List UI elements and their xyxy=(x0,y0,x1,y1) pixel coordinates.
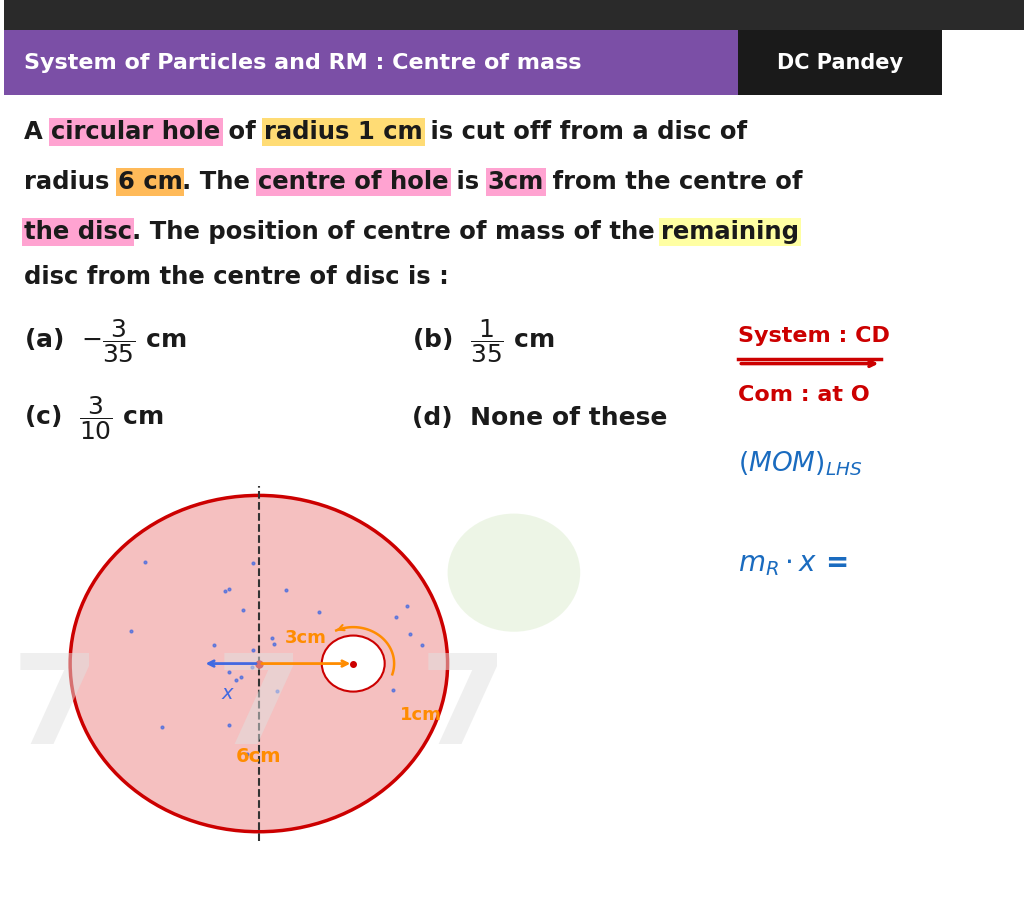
Text: $(MOM)_{LHS}$: $(MOM)_{LHS}$ xyxy=(738,449,863,478)
Text: 7: 7 xyxy=(215,648,302,770)
Text: radius: radius xyxy=(25,170,118,194)
Circle shape xyxy=(322,635,385,692)
Text: . The: . The xyxy=(182,170,259,194)
Text: the disc: the disc xyxy=(25,220,132,244)
Text: (c)  $\dfrac{3}{10}$ cm: (c) $\dfrac{3}{10}$ cm xyxy=(25,395,164,442)
Text: Com : at O: Com : at O xyxy=(738,385,870,405)
Text: (a)  $-\dfrac{3}{35}$ cm: (a) $-\dfrac{3}{35}$ cm xyxy=(25,317,187,365)
Circle shape xyxy=(447,514,581,632)
Text: centre of hole: centre of hole xyxy=(258,170,449,194)
Text: 3cm: 3cm xyxy=(487,170,544,194)
Text: from the centre of: from the centre of xyxy=(544,170,802,194)
Bar xyxy=(4,30,738,95)
Text: of: of xyxy=(220,120,264,144)
Text: 7: 7 xyxy=(11,648,98,770)
Text: $x$: $x$ xyxy=(221,684,236,703)
Text: DC Pandey: DC Pandey xyxy=(777,53,903,73)
Text: 6 cm: 6 cm xyxy=(118,170,182,194)
Text: (d)  None of these: (d) None of these xyxy=(412,406,668,430)
Text: 7: 7 xyxy=(420,648,507,770)
Text: disc from the centre of disc is :: disc from the centre of disc is : xyxy=(25,265,450,289)
Text: is: is xyxy=(449,170,487,194)
Circle shape xyxy=(70,495,447,832)
Bar xyxy=(4,0,1024,30)
Text: circular hole: circular hole xyxy=(51,120,220,144)
Text: remaining: remaining xyxy=(660,220,799,244)
Text: System : CD: System : CD xyxy=(738,326,890,346)
Text: 6cm: 6cm xyxy=(237,746,282,765)
Text: System of Particles and RM : Centre of mass: System of Particles and RM : Centre of m… xyxy=(25,53,582,73)
Text: 3cm: 3cm xyxy=(285,629,327,647)
Bar xyxy=(738,30,942,95)
Text: is cut off from a disc of: is cut off from a disc of xyxy=(422,120,748,144)
Text: A: A xyxy=(25,120,51,144)
Text: radius 1 cm: radius 1 cm xyxy=(264,120,423,144)
Text: $m_R \cdot x$ =: $m_R \cdot x$ = xyxy=(738,550,848,577)
Text: 1cm: 1cm xyxy=(400,705,442,724)
Text: (b)  $\dfrac{1}{35}$ cm: (b) $\dfrac{1}{35}$ cm xyxy=(412,317,555,365)
Text: . The position of centre of mass of the: . The position of centre of mass of the xyxy=(132,220,663,244)
